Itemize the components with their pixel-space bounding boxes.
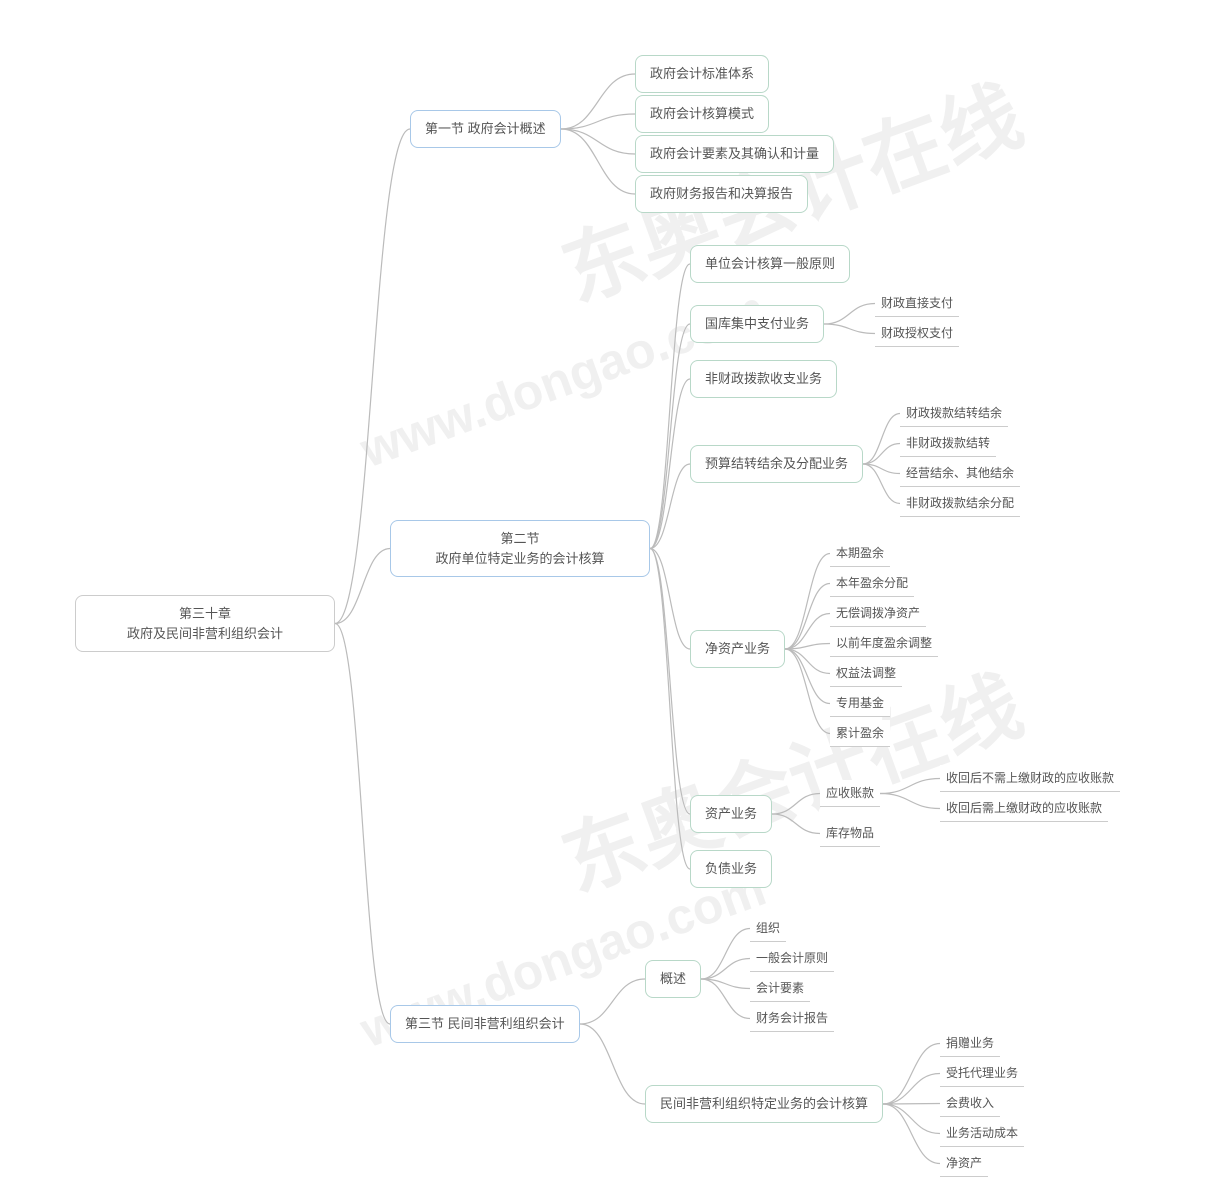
node-s2d1: 财政拨款结转结余	[900, 400, 1008, 427]
node-s3a2: 一般会计原则	[750, 945, 834, 972]
node-s2e7: 累计盈余	[830, 720, 890, 747]
node-s2a: 单位会计核算一般原则	[690, 245, 850, 283]
node-s2d2: 非财政拨款结转	[900, 430, 996, 457]
node-s2e6: 专用基金	[830, 690, 890, 717]
node-s3a1: 组织	[750, 915, 786, 942]
node-s3b1: 捐赠业务	[940, 1030, 1000, 1057]
node-s2f2: 库存物品	[820, 820, 880, 847]
node-s2f1: 应收账款	[820, 780, 880, 807]
node-s3a4: 财务会计报告	[750, 1005, 834, 1032]
node-s3b4: 业务活动成本	[940, 1120, 1024, 1147]
node-s3: 第三节 民间非营利组织会计	[390, 1005, 580, 1043]
node-s2b2: 财政授权支付	[875, 320, 959, 347]
node-s1d: 政府财务报告和决算报告	[635, 175, 808, 213]
node-s2d4: 非财政拨款结余分配	[900, 490, 1020, 517]
node-s3a: 概述	[645, 960, 701, 998]
node-s2c: 非财政拨款收支业务	[690, 360, 837, 398]
node-s2f12: 收回后需上缴财政的应收账款	[940, 795, 1108, 822]
node-s2f: 资产业务	[690, 795, 772, 833]
node-s2b: 国库集中支付业务	[690, 305, 824, 343]
node-root: 第三十章政府及民间非营利组织会计	[75, 595, 335, 652]
node-s2e4: 以前年度盈余调整	[830, 630, 938, 657]
node-s2f11: 收回后不需上缴财政的应收账款	[940, 765, 1120, 792]
node-s3b5: 净资产	[940, 1150, 988, 1177]
node-s2e3: 无偿调拨净资产	[830, 600, 926, 627]
node-s2e: 净资产业务	[690, 630, 785, 668]
node-s3b3: 会费收入	[940, 1090, 1000, 1117]
node-s1: 第一节 政府会计概述	[410, 110, 561, 148]
node-s2: 第二节政府单位特定业务的会计核算	[390, 520, 650, 577]
node-s1c: 政府会计要素及其确认和计量	[635, 135, 834, 173]
node-s1a: 政府会计标准体系	[635, 55, 769, 93]
node-s3b2: 受托代理业务	[940, 1060, 1024, 1087]
node-s1b: 政府会计核算模式	[635, 95, 769, 133]
node-s2e1: 本期盈余	[830, 540, 890, 567]
node-s2g: 负债业务	[690, 850, 772, 888]
node-s2e2: 本年盈余分配	[830, 570, 914, 597]
node-s3b: 民间非营利组织特定业务的会计核算	[645, 1085, 883, 1123]
node-s2d: 预算结转结余及分配业务	[690, 445, 863, 483]
node-s2b1: 财政直接支付	[875, 290, 959, 317]
node-s2e5: 权益法调整	[830, 660, 902, 687]
node-s2d3: 经营结余、其他结余	[900, 460, 1020, 487]
node-s3a3: 会计要素	[750, 975, 810, 1002]
